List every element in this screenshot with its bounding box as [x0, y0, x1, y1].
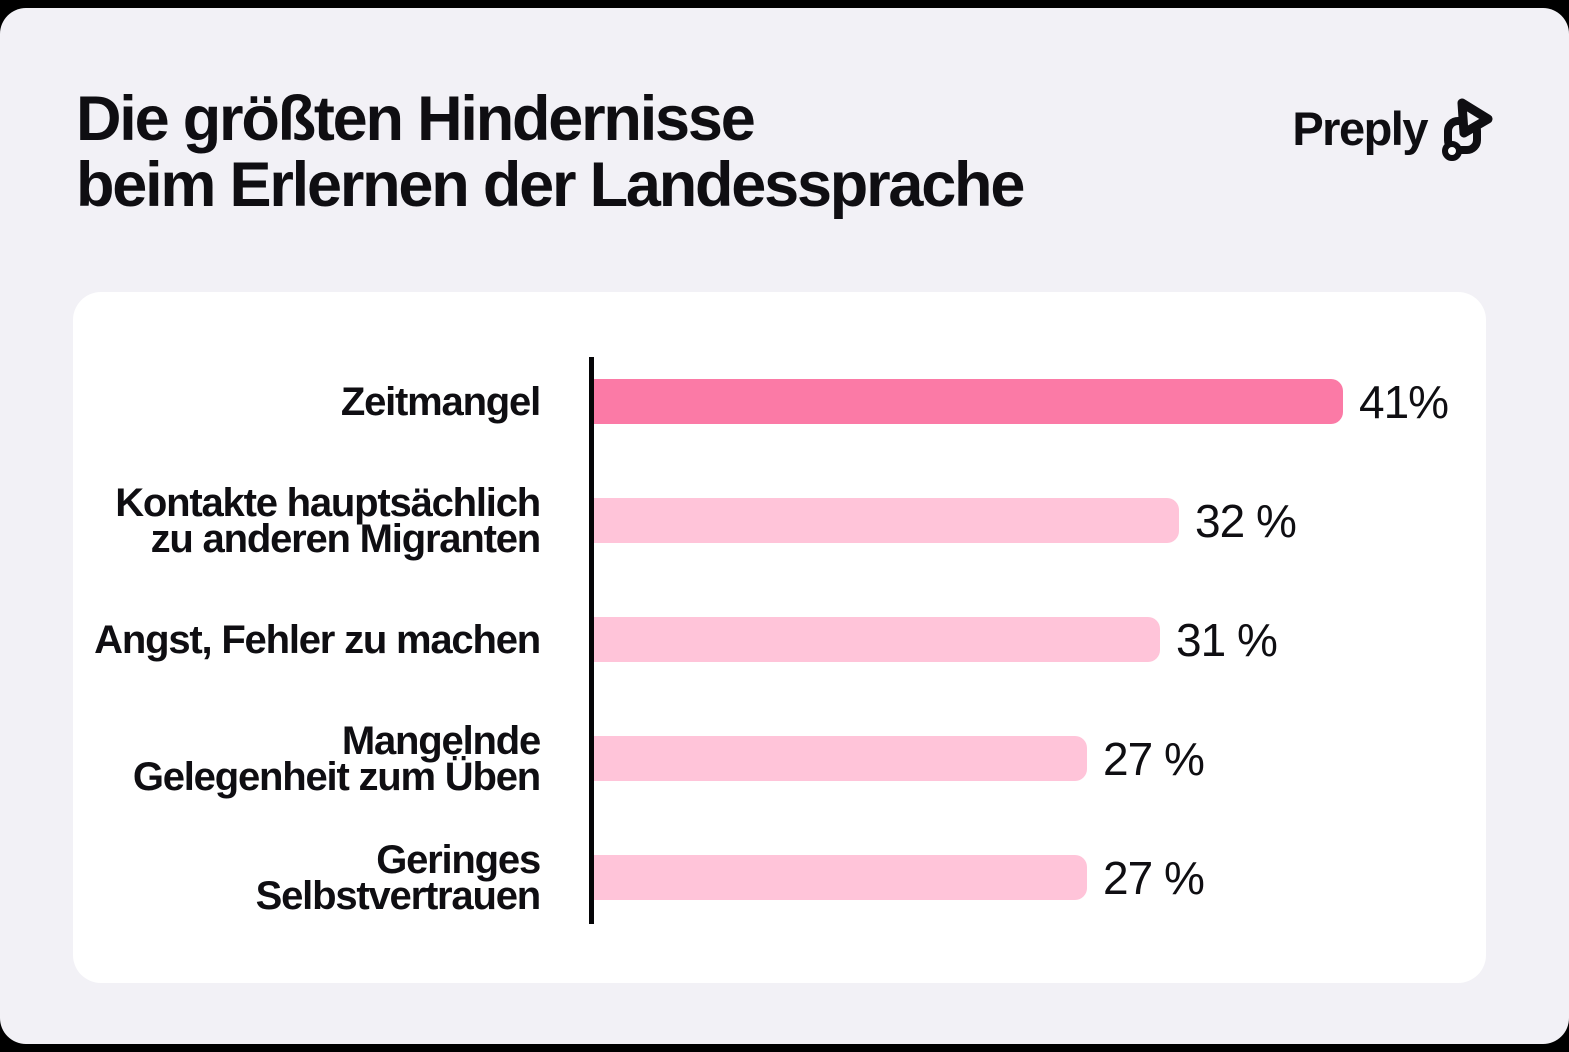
page-title: Die größten Hindernisse beim Erlernen de… [76, 84, 1025, 220]
chart-row: Angst, Fehler zu machen 31 % [73, 614, 1476, 666]
row-label: Kontakte hauptsächlich zu anderen Migran… [115, 480, 541, 561]
row-label: Angst, Fehler zu machen [94, 617, 541, 662]
value-label: 31 % [1176, 613, 1278, 666]
chart-row: Mangelnde Gelegenheit zum Üben 27 % [73, 721, 1476, 797]
row-label: Zeitmangel [340, 379, 541, 424]
row-label: Mangelnde Gelegenheit zum Üben [132, 718, 541, 799]
bar-chart: Zeitmangel 41% Kontakte hauptsächlich zu… [73, 376, 1476, 916]
brand-logo: Preply [1292, 94, 1495, 162]
chart-row: Zeitmangel 41% [73, 376, 1476, 428]
value-label: 27 % [1103, 851, 1205, 904]
bar [594, 617, 1160, 662]
brand-wordmark: Preply [1292, 101, 1428, 155]
chart-card: Zeitmangel 41% Kontakte hauptsächlich zu… [73, 292, 1486, 983]
bar [594, 855, 1087, 900]
bar [594, 379, 1343, 424]
value-label: 32 % [1195, 494, 1297, 547]
chart-row: Geringes Selbstvertrauen 27 % [73, 840, 1476, 916]
value-label: 27 % [1103, 732, 1205, 785]
preply-speech-bubble-play-icon [1442, 98, 1493, 161]
page-background: Die größten Hindernisse beim Erlernen de… [0, 8, 1569, 1044]
value-label: 41% [1359, 375, 1449, 428]
row-label: Geringes Selbstvertrauen [255, 837, 542, 918]
bar [594, 736, 1087, 781]
chart-baseline-axis [589, 357, 594, 924]
chart-row: Kontakte hauptsächlich zu anderen Migran… [73, 483, 1476, 559]
bar [594, 498, 1179, 543]
